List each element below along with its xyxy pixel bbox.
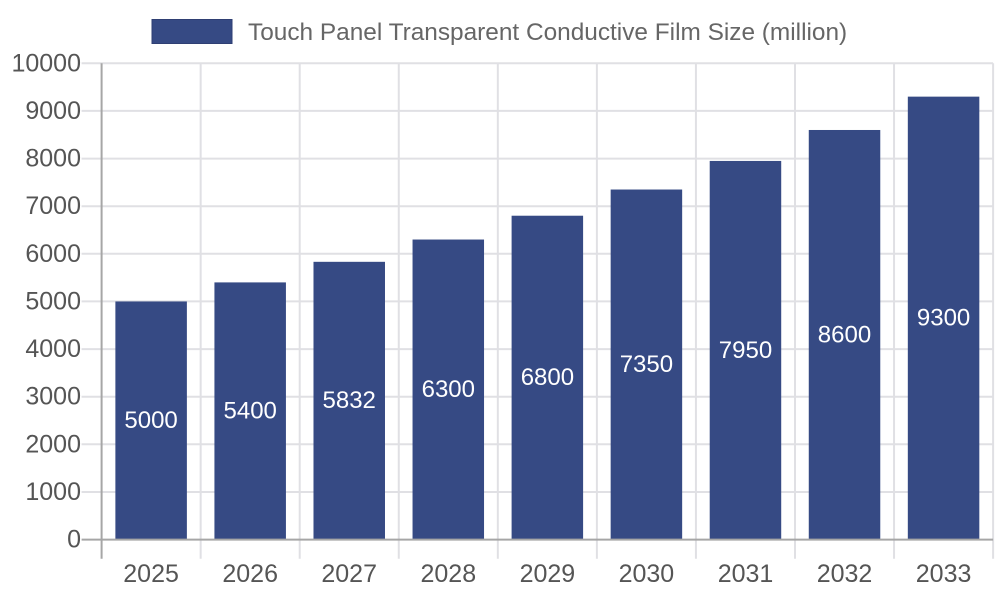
svg-text:7950: 7950 <box>719 337 772 364</box>
svg-text:2026: 2026 <box>222 560 278 588</box>
svg-text:6800: 6800 <box>521 364 574 391</box>
svg-text:6300: 6300 <box>422 376 475 403</box>
svg-text:1000: 1000 <box>25 478 81 506</box>
svg-text:9300: 9300 <box>917 305 970 332</box>
svg-text:8600: 8600 <box>818 321 871 348</box>
svg-text:7350: 7350 <box>620 351 673 378</box>
svg-text:5000: 5000 <box>124 407 177 434</box>
svg-text:0: 0 <box>67 526 81 554</box>
svg-text:2032: 2032 <box>817 560 873 588</box>
svg-text:4000: 4000 <box>25 335 81 363</box>
svg-text:2027: 2027 <box>321 560 377 588</box>
svg-text:2000: 2000 <box>25 430 81 458</box>
svg-text:2030: 2030 <box>619 560 675 588</box>
svg-text:9000: 9000 <box>25 97 81 125</box>
svg-text:7000: 7000 <box>25 192 81 220</box>
svg-text:6000: 6000 <box>25 240 81 268</box>
svg-text:5832: 5832 <box>323 387 376 414</box>
svg-text:8000: 8000 <box>25 145 81 173</box>
svg-text:10000: 10000 <box>11 49 81 77</box>
svg-text:2031: 2031 <box>718 560 774 588</box>
svg-text:5400: 5400 <box>224 398 277 425</box>
svg-text:Touch Panel Transparent Conduc: Touch Panel Transparent Conductive Film … <box>248 19 847 46</box>
svg-text:2033: 2033 <box>916 560 972 588</box>
svg-text:5000: 5000 <box>25 287 81 315</box>
svg-text:2028: 2028 <box>420 560 476 588</box>
svg-text:3000: 3000 <box>25 383 81 411</box>
svg-text:2025: 2025 <box>123 560 179 588</box>
svg-text:2029: 2029 <box>520 560 576 588</box>
